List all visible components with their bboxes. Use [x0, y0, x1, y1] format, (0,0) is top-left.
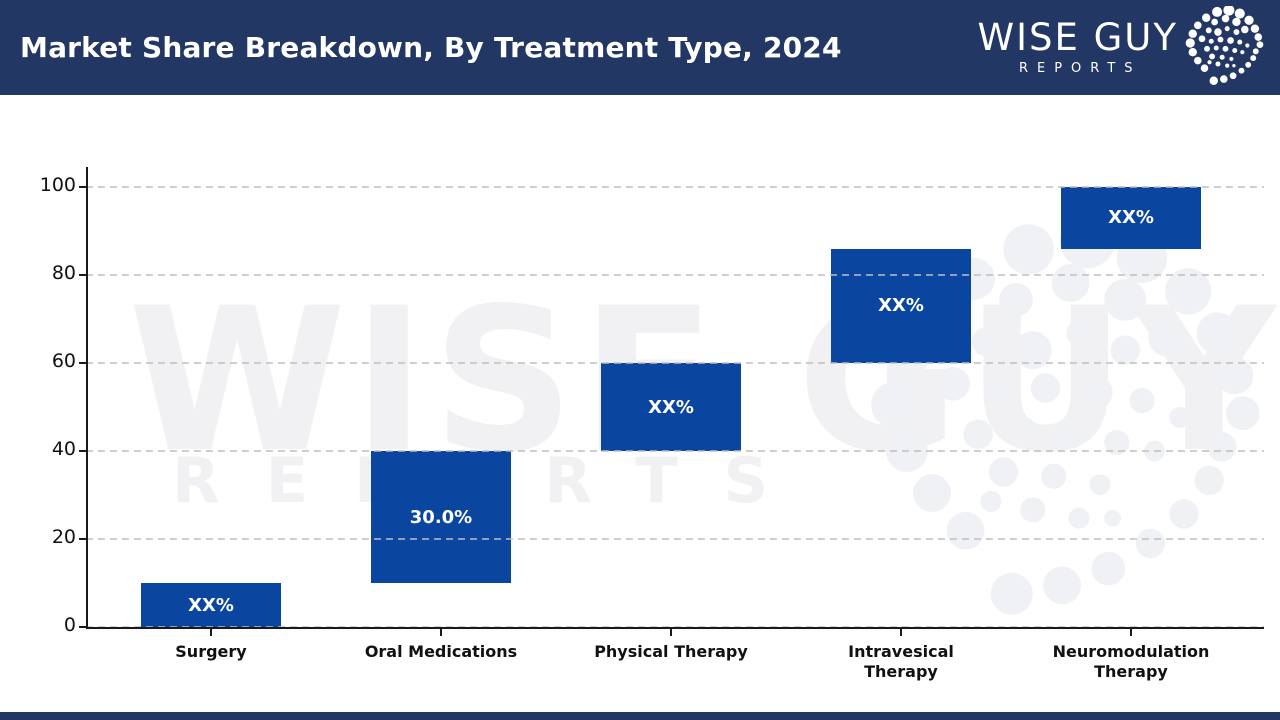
bar-surgery: XX% — [141, 583, 281, 627]
bar-physical-therapy: XX% — [601, 363, 741, 451]
gridline — [86, 538, 1264, 540]
header-bar: Market Share Breakdown, By Treatment Typ… — [0, 0, 1280, 95]
logo-secondary-text: REPORTS — [1018, 61, 1142, 76]
x-tick-mark — [900, 629, 902, 636]
y-tick-label: 60 — [51, 350, 76, 372]
y-axis-line — [86, 167, 88, 629]
bar-intravesical: XX% — [831, 248, 971, 363]
bar-value-label: XX% — [1108, 207, 1154, 229]
dotted-head-icon — [1185, 5, 1264, 85]
y-tick-mark — [79, 274, 86, 276]
x-category-label: Oral Medications — [364, 642, 518, 661]
x-tick-mark — [440, 629, 442, 636]
x-tick-mark — [1130, 629, 1132, 636]
gridline — [86, 274, 1264, 276]
y-tick-label: 20 — [51, 526, 76, 548]
bar-value-label: XX% — [188, 594, 234, 616]
y-tick-label: 0 — [63, 614, 76, 636]
brand-logo: WISE GUY REPORTS — [978, 5, 1266, 90]
bar-oral-medications: 30.0% — [371, 451, 511, 583]
bar-value-label: XX% — [648, 396, 694, 418]
gridline — [86, 362, 1264, 364]
y-tick-mark — [79, 450, 86, 452]
x-category-label: Neuromodulation Therapy — [1052, 642, 1210, 681]
gridline — [86, 186, 1264, 188]
x-tick-mark — [670, 629, 672, 636]
y-tick-mark — [79, 626, 86, 628]
bar-value-label: 30.0% — [409, 506, 473, 528]
y-tick-mark — [79, 538, 86, 540]
bar-value-label: XX% — [878, 295, 924, 317]
logo-wordmark: WISE GUY REPORTS — [978, 19, 1178, 76]
y-tick-mark — [79, 186, 86, 188]
x-tick-mark — [210, 629, 212, 636]
logo-primary-text: WISE GUY — [977, 16, 1178, 59]
x-category-label: Surgery — [175, 642, 247, 661]
bar-neuromodulation: XX% — [1061, 187, 1201, 249]
gridline — [86, 450, 1264, 452]
x-category-label: Physical Therapy — [594, 642, 748, 661]
y-tick-label: 100 — [39, 174, 76, 196]
x-axis-line — [86, 627, 1264, 629]
y-tick-label: 80 — [51, 262, 76, 284]
y-tick-mark — [79, 362, 86, 364]
x-category-label: Intravesical Therapy — [848, 642, 954, 681]
y-tick-label: 40 — [51, 438, 76, 460]
chart-title: Market Share Breakdown, By Treatment Typ… — [20, 31, 842, 64]
footer-bar — [0, 712, 1280, 720]
